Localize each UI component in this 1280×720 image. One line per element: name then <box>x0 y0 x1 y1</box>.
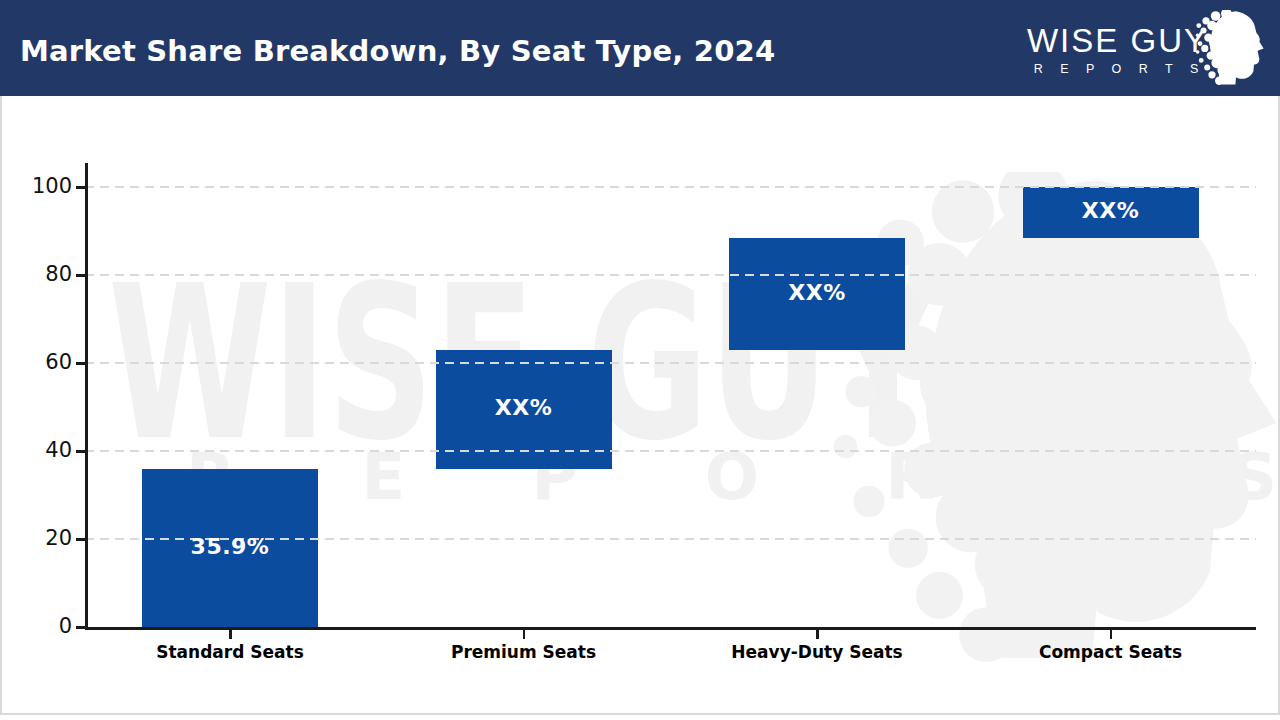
y-tick-label-40: 40 <box>14 438 72 462</box>
gridline-y-80 <box>85 274 1256 276</box>
gridline-y-60 <box>85 362 1256 364</box>
bar-value-label: 35.9% <box>142 534 318 559</box>
y-tick-100 <box>76 186 85 189</box>
bar-value-label: XX% <box>729 280 905 305</box>
x-category-label: Compact Seats <box>991 642 1231 662</box>
y-tick-0 <box>76 626 85 629</box>
report-chart-page: Market Share Breakdown, By Seat Type, 20… <box>0 0 1280 720</box>
gridline-y-100 <box>85 186 1256 188</box>
y-tick-label-100: 100 <box>14 174 72 198</box>
x-tick-2 <box>523 630 526 639</box>
y-tick-label-0: 0 <box>14 614 72 638</box>
bar-value-label: XX% <box>436 395 612 420</box>
y-tick-label-20: 20 <box>14 526 72 550</box>
chart-plot-area: 0 20 40 60 80 100 35.9% Standard Seats XX% Premiu… <box>0 0 1280 720</box>
x-category-label: Standard Seats <box>110 642 350 662</box>
x-tick-3 <box>816 630 819 639</box>
y-tick-60 <box>76 362 85 365</box>
y-axis-line <box>85 163 88 630</box>
x-category-label: Premium Seats <box>404 642 644 662</box>
x-tick-1 <box>229 630 232 639</box>
y-tick-20 <box>76 538 85 541</box>
x-category-label: Heavy-Duty Seats <box>697 642 937 662</box>
x-tick-4 <box>1110 630 1113 639</box>
x-axis-line <box>85 627 1256 630</box>
y-tick-40 <box>76 450 85 453</box>
y-tick-80 <box>76 274 85 277</box>
y-tick-label-80: 80 <box>14 262 72 286</box>
y-tick-label-60: 60 <box>14 350 72 374</box>
bar-value-label: XX% <box>1023 198 1199 223</box>
gridline-y-40 <box>85 450 1256 452</box>
